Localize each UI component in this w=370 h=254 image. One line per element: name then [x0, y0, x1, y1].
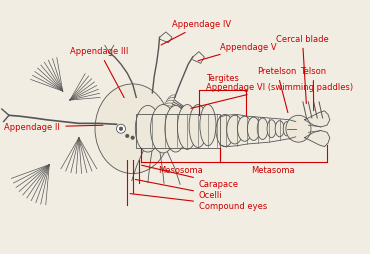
Text: Appendage IV: Appendage IV	[161, 20, 231, 46]
Ellipse shape	[165, 106, 186, 152]
Polygon shape	[305, 111, 330, 128]
Ellipse shape	[257, 119, 268, 140]
Ellipse shape	[248, 118, 260, 141]
Ellipse shape	[163, 109, 172, 114]
Text: Appendage III: Appendage III	[70, 47, 128, 98]
Text: Appendage V: Appendage V	[198, 43, 276, 61]
Text: Metasoma: Metasoma	[252, 166, 295, 175]
Ellipse shape	[200, 105, 216, 146]
Text: Appendage VI (swimming paddles): Appendage VI (swimming paddles)	[191, 83, 353, 109]
Ellipse shape	[151, 105, 176, 153]
Text: Ocelli: Ocelli	[135, 180, 223, 199]
Ellipse shape	[135, 106, 161, 152]
Ellipse shape	[168, 96, 175, 102]
Ellipse shape	[227, 116, 243, 145]
Text: Carapace: Carapace	[142, 166, 239, 188]
Ellipse shape	[95, 85, 170, 174]
Ellipse shape	[189, 105, 207, 148]
Circle shape	[131, 136, 134, 140]
Text: Mesosoma: Mesosoma	[158, 166, 202, 175]
Circle shape	[117, 125, 125, 134]
Text: Compound eyes: Compound eyes	[130, 194, 267, 211]
Ellipse shape	[178, 105, 197, 150]
Ellipse shape	[286, 116, 311, 143]
Circle shape	[125, 135, 129, 138]
Polygon shape	[305, 131, 330, 147]
Ellipse shape	[267, 120, 276, 138]
Ellipse shape	[283, 122, 290, 136]
Circle shape	[119, 128, 123, 131]
Ellipse shape	[216, 115, 234, 147]
Ellipse shape	[275, 121, 284, 137]
Text: Cercal blade: Cercal blade	[276, 35, 329, 104]
Text: Telson: Telson	[300, 67, 326, 111]
Ellipse shape	[165, 101, 173, 106]
Ellipse shape	[238, 117, 252, 142]
Text: Pretelson: Pretelson	[257, 67, 297, 113]
Ellipse shape	[166, 98, 174, 104]
Ellipse shape	[164, 104, 173, 108]
Text: Appendage II: Appendage II	[4, 123, 103, 132]
Text: Tergites: Tergites	[206, 74, 239, 83]
Ellipse shape	[163, 106, 172, 111]
